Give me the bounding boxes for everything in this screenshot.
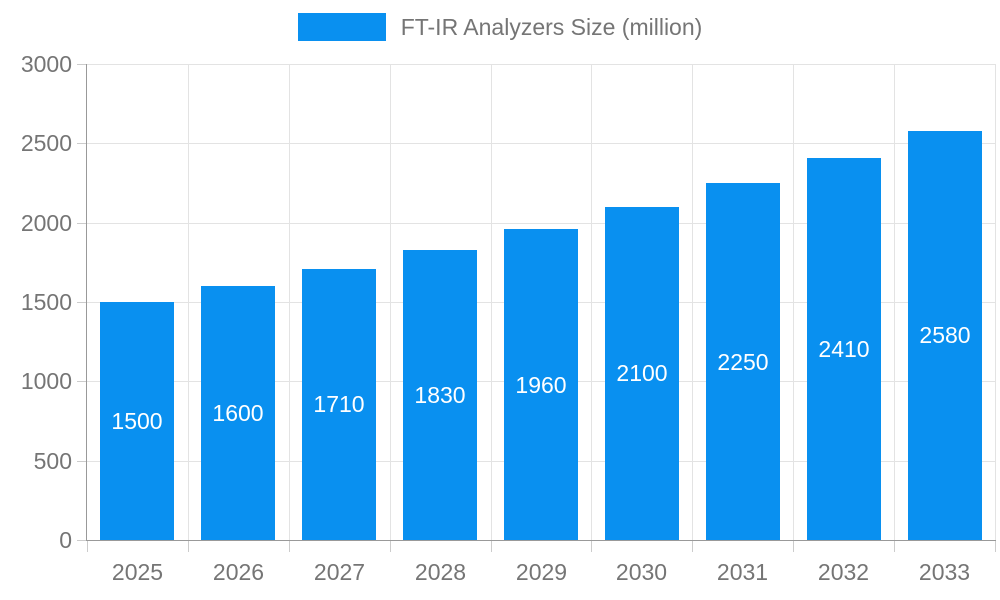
y-axis-tick-label: 0: [59, 527, 72, 553]
legend-item[interactable]: FT-IR Analyzers Size (million): [297, 13, 703, 41]
gridline-vertical: [188, 64, 189, 540]
x-axis-tick: [289, 541, 290, 552]
x-axis-tick-label: 2031: [716, 559, 769, 585]
y-axis-tick-label: 500: [33, 448, 72, 474]
x-axis-tick: [692, 541, 693, 552]
gridline-vertical: [491, 64, 492, 540]
bar[interactable]: [706, 183, 780, 540]
y-axis-tick-label: 1500: [20, 289, 72, 315]
x-axis-tick: [87, 541, 88, 552]
bar[interactable]: [100, 302, 174, 540]
x-axis-tick-label: 2028: [414, 559, 467, 585]
x-axis-tick: [591, 541, 592, 552]
x-axis-tick: [894, 541, 895, 552]
bar[interactable]: [403, 250, 477, 540]
gridline-horizontal: [87, 64, 995, 65]
gridline-vertical: [692, 64, 693, 540]
y-axis-tick: [77, 64, 87, 65]
x-axis-tick: [793, 541, 794, 552]
y-axis-line: [86, 64, 87, 541]
x-axis-tick: [188, 541, 189, 552]
x-axis-tick-label: 2026: [212, 559, 265, 585]
x-axis-tick: [390, 541, 391, 552]
x-axis-tick-label: 2033: [918, 559, 971, 585]
x-axis-tick: [491, 541, 492, 552]
bar[interactable]: [807, 158, 881, 540]
bar[interactable]: [201, 286, 275, 540]
gridline-vertical: [995, 64, 996, 540]
gridline-vertical: [289, 64, 290, 540]
x-axis-tick-label: 2030: [615, 559, 668, 585]
gridline-vertical: [793, 64, 794, 540]
gridline-vertical: [894, 64, 895, 540]
gridline-vertical: [390, 64, 391, 540]
y-axis-tick: [77, 461, 87, 462]
x-axis-tick-label: 2025: [111, 559, 164, 585]
x-axis-tick: [995, 541, 996, 552]
y-axis-tick-label: 1000: [20, 368, 72, 394]
x-axis-line: [86, 540, 996, 541]
gridline-horizontal: [87, 143, 995, 144]
chart-legend: FT-IR Analyzers Size (million): [0, 13, 1000, 41]
y-axis-tick-label: 2500: [20, 130, 72, 156]
bar[interactable]: [504, 229, 578, 540]
x-axis-tick-label: 2029: [515, 559, 568, 585]
x-axis-tick-label: 2032: [817, 559, 870, 585]
bar[interactable]: [908, 131, 982, 540]
y-axis-tick-label: 2000: [20, 210, 72, 236]
legend-label: FT-IR Analyzers Size (million): [400, 13, 703, 40]
y-axis-tick-label: 3000: [20, 51, 72, 77]
y-axis-tick: [77, 143, 87, 144]
y-axis-tick: [77, 381, 87, 382]
gridline-vertical: [591, 64, 592, 540]
legend-swatch-icon: [297, 13, 386, 41]
bar[interactable]: [605, 207, 679, 540]
y-axis-tick: [77, 223, 87, 224]
x-axis-tick-label: 2027: [313, 559, 366, 585]
y-axis-tick: [77, 302, 87, 303]
y-axis-tick: [77, 540, 87, 541]
gridline-horizontal: [87, 223, 995, 224]
bar[interactable]: [302, 269, 376, 540]
